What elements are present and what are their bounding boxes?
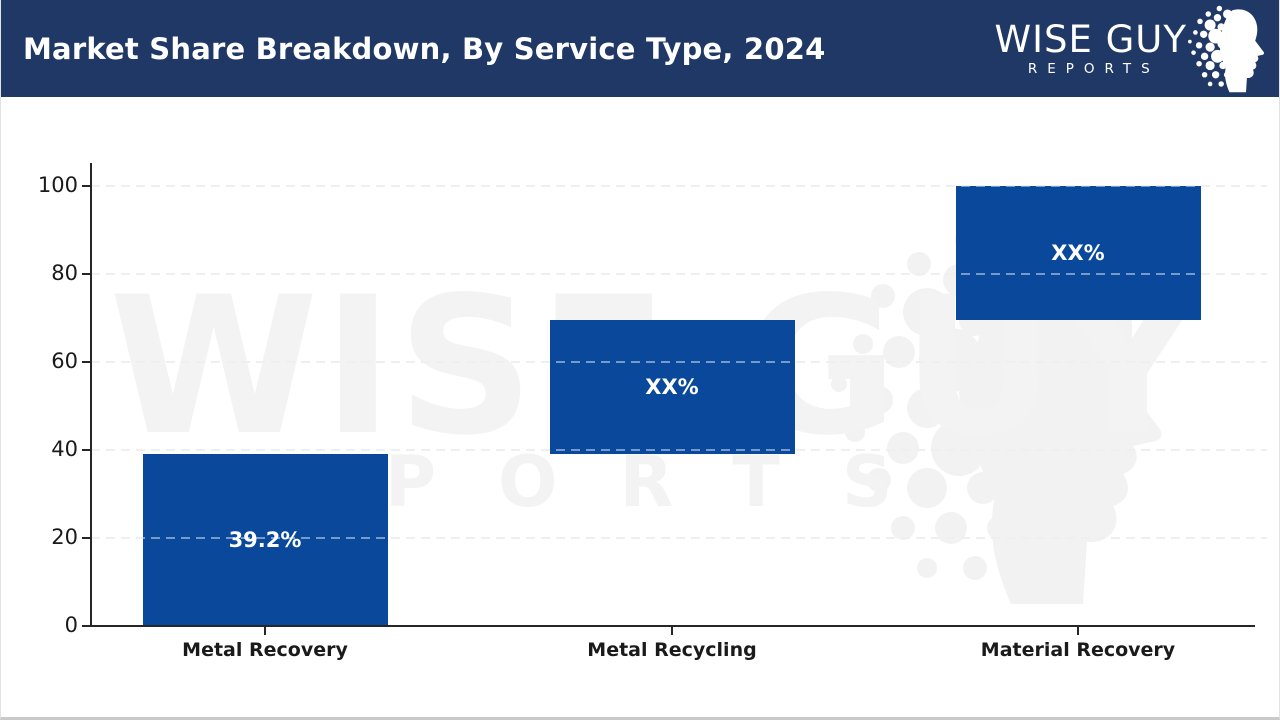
gridline: [91, 185, 1267, 187]
gridline-overlay: [91, 185, 1267, 187]
x-tick-label: Metal Recycling: [587, 639, 757, 661]
y-tick-mark: [82, 185, 90, 187]
y-tick-mark: [82, 449, 90, 451]
x-tick-mark: [671, 627, 673, 635]
x-tick-label: Material Recovery: [980, 639, 1176, 661]
bar-value-label: XX%: [645, 374, 699, 399]
y-tick-label: 40: [51, 437, 78, 461]
y-tick-mark: [82, 361, 90, 363]
gridline: [91, 273, 1267, 275]
bar-value-label: XX%: [1051, 240, 1105, 265]
brand-head-icon: [1175, 3, 1271, 95]
y-tick-label: 80: [51, 261, 78, 285]
gridline-overlay: [91, 361, 1267, 363]
y-tick-label: 60: [51, 349, 78, 373]
bar: [549, 319, 795, 454]
gridline-overlay: [91, 273, 1267, 275]
y-tick-mark: [82, 625, 90, 627]
y-tick-label: 0: [64, 613, 78, 637]
brand-tagline: REPORTS: [1027, 60, 1160, 77]
bar-value-label: 39.2%: [228, 527, 302, 552]
y-tick-mark: [82, 537, 90, 539]
gridline-overlay: [91, 449, 1267, 451]
gridline-overlay: [91, 537, 1267, 539]
y-axis-line: [90, 163, 92, 627]
y-tick-label: 100: [37, 173, 78, 197]
x-tick-mark: [1077, 627, 1079, 635]
y-tick-label: 20: [51, 525, 78, 549]
bar: [142, 453, 388, 626]
bar: [955, 186, 1201, 320]
y-tick-mark: [82, 273, 90, 275]
x-tick-mark: [264, 627, 266, 635]
brand-name: WISE GUY: [994, 17, 1187, 61]
gridline: [91, 537, 1267, 539]
page-title: Market Share Breakdown, By Service Type,…: [23, 31, 826, 66]
brand-logo: WISE GUY REPORTS: [995, 0, 1271, 97]
x-tick-label: Metal Recovery: [182, 639, 348, 661]
header-banner: Market Share Breakdown, By Service Type,…: [1, 0, 1279, 97]
x-axis-line: [90, 625, 1255, 627]
